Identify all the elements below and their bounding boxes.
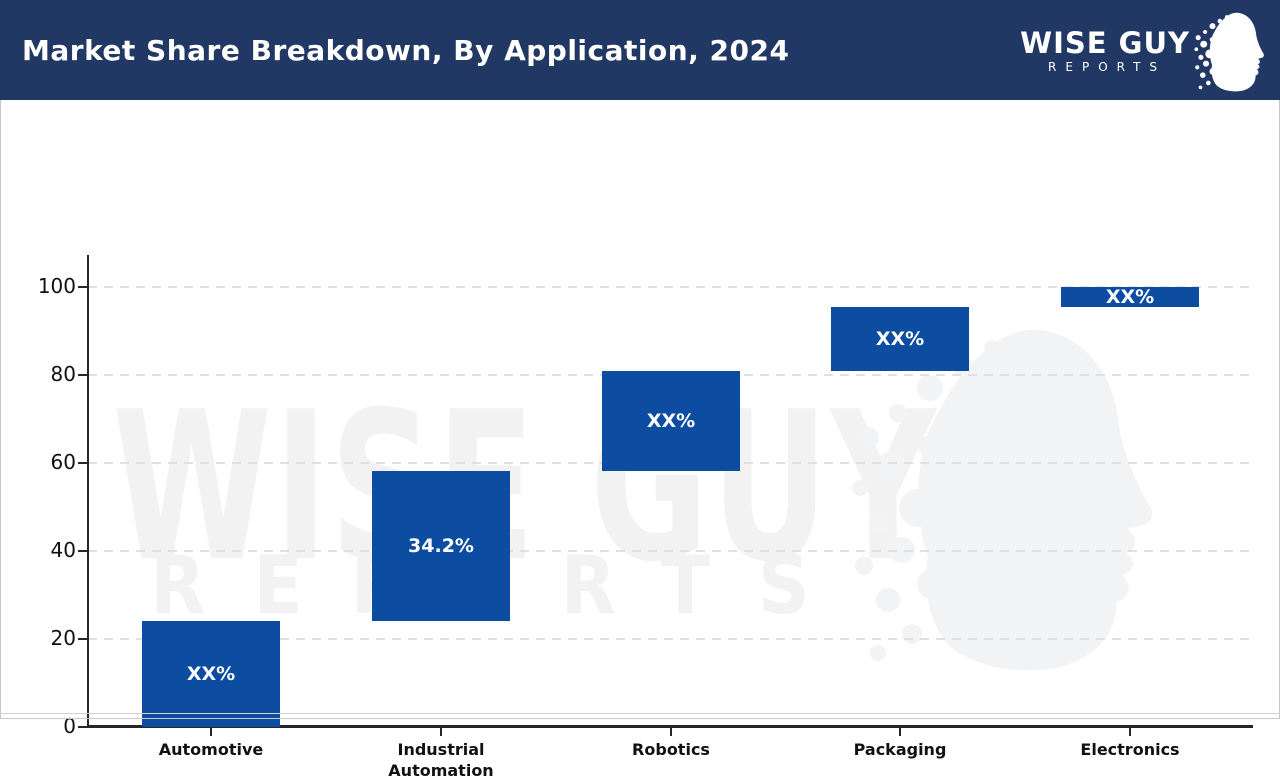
- bar-value-label: XX%: [186, 663, 236, 686]
- x-tick-mark: [899, 728, 901, 736]
- x-category-label: Industrial Automation: [388, 740, 494, 780]
- x-tick-mark: [1129, 728, 1131, 736]
- y-tick-mark: [78, 462, 87, 464]
- x-tick-mark: [440, 728, 442, 736]
- logo-name: WISE GUY: [1020, 25, 1190, 60]
- chart-plot-area: WISE GUY REPORTS 020406080100XX%34.2%XX%…: [0, 100, 1280, 780]
- x-category-label: Packaging: [853, 740, 947, 759]
- wiseguy-logo-text: WISE GUY REPORTS: [1020, 25, 1190, 75]
- bar-value-label: XX%: [646, 409, 696, 432]
- footer-divider: [1, 713, 1279, 714]
- x-category-label: Automotive: [158, 740, 264, 759]
- bar-value-label: 34.2%: [408, 535, 474, 558]
- x-tick-mark: [210, 728, 212, 736]
- y-axis-spine: [87, 255, 89, 728]
- y-tick-label: 0: [63, 714, 76, 738]
- y-grid-line: [88, 550, 1253, 552]
- x-category-label: Robotics: [632, 740, 710, 759]
- y-tick-label: 40: [50, 538, 76, 562]
- wiseguy-face-icon: [1194, 12, 1264, 92]
- y-grid-line: [88, 638, 1253, 640]
- y-tick-mark: [78, 726, 87, 728]
- header: Market Share Breakdown, By Application, …: [0, 0, 1280, 100]
- y-tick-label: 20: [50, 626, 76, 650]
- y-tick-mark: [78, 374, 87, 376]
- bar-value-label: XX%: [1105, 286, 1155, 309]
- watermark-face-icon: [852, 329, 1153, 671]
- bar: XX%: [831, 307, 969, 371]
- bar: XX%: [602, 370, 740, 471]
- y-tick-mark: [78, 286, 87, 288]
- y-tick-mark: [78, 550, 87, 552]
- watermark-text-line1: WISE GUY: [112, 368, 938, 608]
- bar: XX%: [142, 621, 280, 727]
- y-tick-label: 80: [50, 362, 76, 386]
- y-tick-label: 60: [50, 450, 76, 474]
- x-category-label: Electronics: [1080, 740, 1180, 759]
- wiseguy-logo: WISE GUY REPORTS: [1020, 8, 1268, 94]
- bar-value-label: XX%: [875, 327, 925, 350]
- bar: XX%: [1061, 286, 1199, 309]
- page-title: Market Share Breakdown, By Application, …: [22, 33, 790, 67]
- x-tick-mark: [670, 728, 672, 736]
- y-tick-mark: [78, 638, 87, 640]
- y-grid-line: [88, 286, 1253, 288]
- logo-tagline: REPORTS: [1048, 60, 1167, 75]
- y-tick-label: 100: [37, 274, 76, 298]
- bar: 34.2%: [372, 470, 510, 622]
